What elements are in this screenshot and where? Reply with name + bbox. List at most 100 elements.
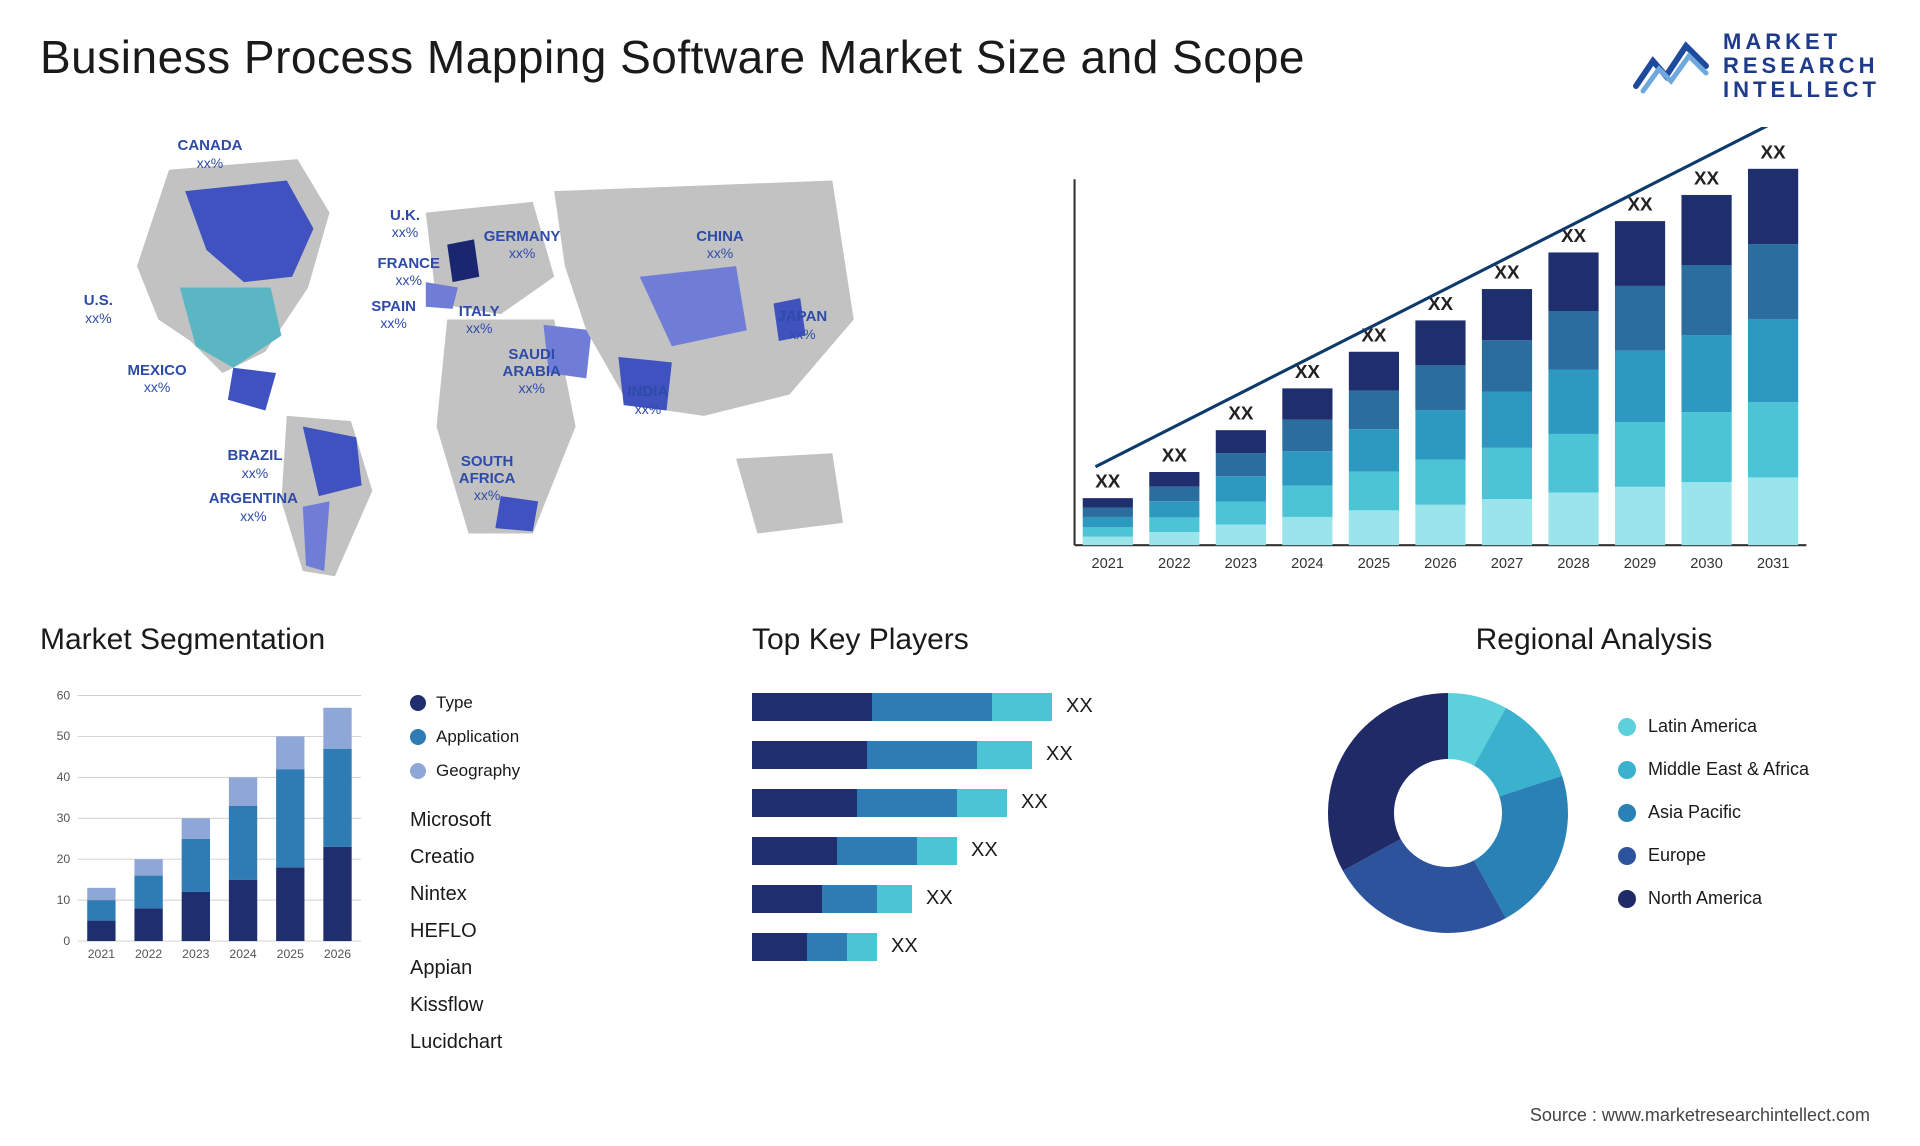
svg-text:XX: XX — [1628, 193, 1654, 214]
kp-value: XX — [891, 935, 918, 958]
legend-label: Geography — [436, 761, 520, 781]
svg-text:20: 20 — [57, 852, 71, 866]
kp-segment — [992, 693, 1052, 721]
player-item: Creatio — [410, 846, 520, 869]
map-label-us: U.S.xx% — [84, 292, 113, 325]
logo: MARKET RESEARCH INTELLECT — [1631, 30, 1880, 103]
svg-text:2027: 2027 — [1491, 556, 1524, 572]
svg-text:XX: XX — [1095, 470, 1121, 491]
map-label-china: CHINAxx% — [696, 228, 744, 261]
kp-segment — [857, 789, 957, 817]
ra-legend-label: North America — [1648, 888, 1762, 909]
logo-line1: MARKET — [1723, 30, 1880, 54]
svg-text:10: 10 — [57, 892, 71, 906]
legend-dot-icon — [410, 695, 426, 711]
svg-text:2023: 2023 — [182, 947, 209, 961]
svg-text:2025: 2025 — [1358, 556, 1391, 572]
ra-legend-label: Middle East & Africa — [1648, 759, 1809, 780]
player-item: Kissflow — [410, 994, 520, 1017]
legend-dot-icon — [1618, 847, 1636, 865]
segmentation-chart: 0102030405060202120222023202420252026 — [40, 673, 380, 973]
svg-text:2026: 2026 — [1424, 556, 1457, 572]
legend-dot-icon — [1618, 890, 1636, 908]
map-label-japan: JAPANxx% — [778, 308, 828, 341]
svg-text:2029: 2029 — [1624, 556, 1657, 572]
map-label-southafrica: SOUTHAFRICAxx% — [459, 453, 516, 504]
forecast-chart: 2021XX2022XX2023XX2024XX2025XX2026XX2027… — [980, 127, 1880, 587]
kp-bar — [752, 693, 1052, 721]
bottom-row: Market Segmentation 01020304050602021202… — [40, 623, 1880, 1003]
ra-legend-label: Latin America — [1648, 716, 1757, 737]
regional-legend: Latin America Middle East & Africa Asia Pa… — [1618, 716, 1809, 909]
kp-segment — [917, 837, 957, 865]
kp-row: XX — [752, 789, 1272, 817]
kp-row: XX — [752, 837, 1272, 865]
map-label-italy: ITALYxx% — [459, 303, 500, 336]
seg-legend-geography: Geography — [410, 761, 520, 781]
kp-segment — [867, 741, 977, 769]
regional-donut — [1308, 673, 1588, 953]
map-label-brazil: BRAZILxx% — [228, 447, 283, 480]
legend-dot-icon — [1618, 761, 1636, 779]
segmentation-title: Market Segmentation — [40, 623, 716, 657]
kp-value: XX — [1021, 791, 1048, 814]
kp-bar — [752, 837, 957, 865]
ra-legend-item: Middle East & Africa — [1618, 759, 1809, 780]
svg-text:2023: 2023 — [1225, 556, 1258, 572]
svg-text:2025: 2025 — [277, 947, 304, 961]
svg-text:2021: 2021 — [1092, 556, 1125, 572]
legend-dot-icon — [410, 763, 426, 779]
kp-segment — [752, 789, 857, 817]
kp-segment — [837, 837, 917, 865]
kp-value: XX — [1066, 695, 1093, 718]
logo-line2: RESEARCH — [1723, 54, 1880, 78]
player-list: MicrosoftCreatioNintexHEFLOAppianKissflo… — [410, 805, 520, 1054]
kp-segment — [822, 885, 877, 913]
world-map: CANADAxx%U.S.xx%MEXICOxx%BRAZILxx%ARGENT… — [40, 127, 940, 587]
logo-text: MARKET RESEARCH INTELLECT — [1723, 30, 1880, 103]
svg-text:XX: XX — [1694, 167, 1720, 188]
map-label-france: FRANCExx% — [378, 255, 441, 288]
svg-text:XX: XX — [1761, 141, 1787, 162]
svg-text:40: 40 — [57, 770, 71, 784]
kp-value: XX — [1046, 743, 1073, 766]
kp-segment — [752, 741, 867, 769]
kp-segment — [977, 741, 1032, 769]
ra-legend-item: Asia Pacific — [1618, 802, 1809, 823]
source-text: Source : www.marketresearchintellect.com — [1530, 1105, 1870, 1126]
kp-segment — [957, 789, 1007, 817]
kp-value: XX — [971, 839, 998, 862]
kp-segment — [847, 933, 877, 961]
map-label-canada: CANADAxx% — [178, 137, 243, 170]
player-item: Nintex — [410, 883, 520, 906]
ra-legend-item: North America — [1618, 888, 1809, 909]
svg-text:2030: 2030 — [1690, 556, 1723, 572]
kp-row: XX — [752, 885, 1272, 913]
logo-line3: INTELLECT — [1723, 78, 1880, 102]
header: Business Process Mapping Software Market… — [40, 30, 1880, 103]
svg-text:2024: 2024 — [229, 947, 256, 961]
svg-text:0: 0 — [63, 933, 70, 947]
map-label-mexico: MEXICOxx% — [128, 362, 187, 395]
svg-text:XX: XX — [1228, 402, 1254, 423]
legend-label: Type — [436, 693, 473, 713]
ra-legend-item: Latin America — [1618, 716, 1809, 737]
kp-segment — [752, 837, 837, 865]
seg-legend-application: Application — [410, 727, 520, 747]
kp-row: XX — [752, 741, 1272, 769]
kp-segment — [872, 693, 992, 721]
map-label-uk: U.K.xx% — [390, 207, 420, 240]
svg-text:2024: 2024 — [1291, 556, 1324, 572]
ra-legend-label: Asia Pacific — [1648, 802, 1741, 823]
kp-bar — [752, 741, 1032, 769]
seg-legend-type: Type — [410, 693, 520, 713]
svg-text:30: 30 — [57, 811, 71, 825]
map-label-spain: SPAINxx% — [371, 298, 416, 331]
key-players-panel: Top Key Players XX XX XX XX XX XX — [752, 623, 1272, 1003]
map-label-india: INDIAxx% — [628, 383, 669, 416]
player-item: Lucidchart — [410, 1031, 520, 1054]
svg-text:2021: 2021 — [88, 947, 115, 961]
player-item: Microsoft — [410, 809, 520, 832]
key-players-title: Top Key Players — [752, 623, 1272, 657]
svg-text:2031: 2031 — [1757, 556, 1790, 572]
